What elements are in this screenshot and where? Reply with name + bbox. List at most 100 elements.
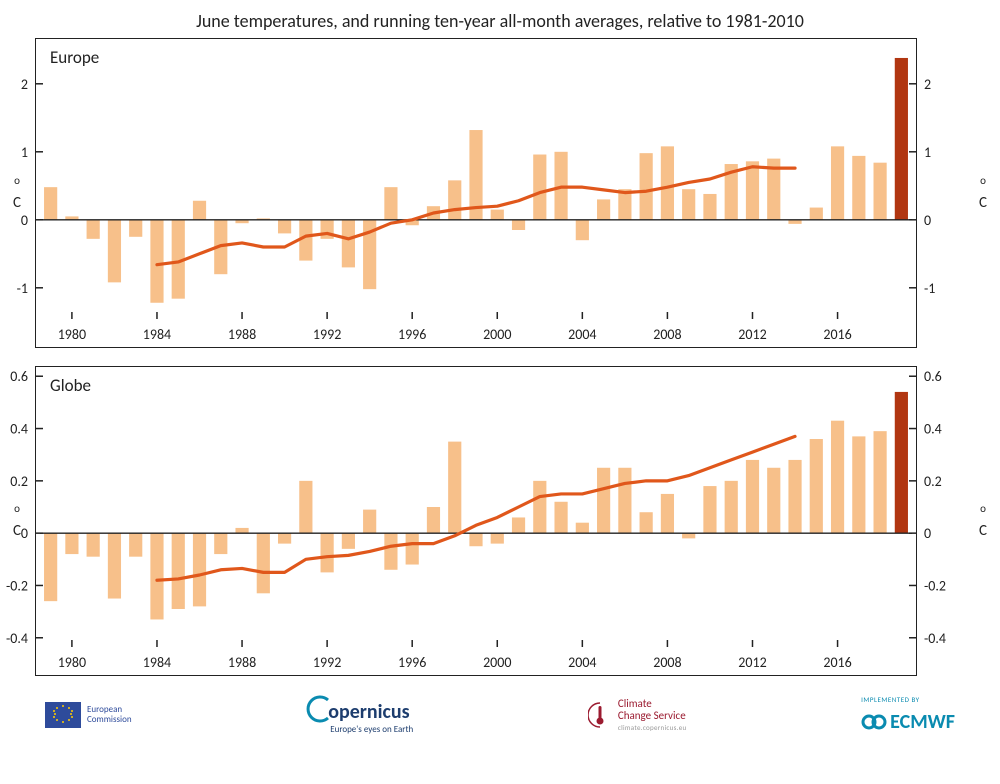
bar [831,421,844,533]
y-tick-label: 0 [924,212,931,229]
x-tick-label: 1984 [143,654,171,671]
bar [299,481,312,533]
y-tick-label: 0.2 [10,473,28,490]
y-tick-label: -0.4 [6,630,28,647]
bar [129,220,142,237]
y-tick-label: 0.6 [10,368,28,385]
bar [384,187,397,220]
bar [874,431,887,533]
bar [44,187,57,220]
bar [597,468,610,533]
x-tick-label: 2008 [653,326,681,343]
y-tick-label: -0.4 [924,630,946,647]
logo-copernicus: opernicus Europe's eyes on Earth [306,694,413,735]
y-axis-label-left: oC [13,503,21,539]
x-tick-label: 2012 [738,326,766,343]
x-tick-label: 1996 [398,326,426,343]
chart-europe: -1-1001122198019841988199219962000200420… [35,38,917,348]
y-tick-label: 2 [924,76,931,93]
x-tick-label: 1988 [228,654,256,671]
x-tick-label: 2016 [823,326,851,343]
x-tick-label: 1992 [313,654,341,671]
bar [363,510,376,534]
bar [810,208,823,220]
bar [895,392,908,533]
x-tick-label: 2008 [653,654,681,671]
y-tick-label: 0 [21,212,28,229]
eu-flag-icon [45,702,81,728]
bar [682,189,695,220]
x-tick-label: 1980 [58,654,86,671]
bar [427,507,440,533]
y-tick-label: 0.6 [924,368,942,385]
bar [491,533,504,543]
bar [512,517,525,533]
bar [214,533,227,554]
ccs-top: Climate [618,698,687,710]
y-axis-label-right: oC [979,175,987,211]
bar [87,220,100,239]
x-tick-label: 1988 [228,326,256,343]
bar [746,460,759,533]
ccs-bottom: Change Service [618,710,687,722]
x-tick-label: 2004 [568,326,596,343]
bar [44,533,57,601]
bar [469,533,482,546]
bar [831,146,844,219]
thermometer-icon [588,700,612,730]
y-tick-label: -1 [924,280,935,297]
bar [554,502,567,533]
bar [788,460,801,533]
bar [65,533,78,554]
y-tick-label: 0.4 [924,421,942,438]
ec-text-bottom: Commission [87,715,132,725]
bar [640,153,653,220]
bar [852,156,865,220]
chart-globe: -0.4-0.4-0.2-0.2000.20.20.40.40.60.61980… [35,366,917,676]
bar [108,533,121,598]
x-tick-label: 2016 [823,654,851,671]
bar [172,533,185,609]
panel-europe: oC oC -1-1001122198019841988199219962000… [35,38,965,348]
bar [640,512,653,533]
x-tick-label: 2000 [483,654,511,671]
bar [703,486,716,533]
x-tick-label: 1992 [313,326,341,343]
bar [108,220,121,283]
copernicus-tagline: Europe's eyes on Earth [330,724,413,735]
bar [597,199,610,219]
bar [87,533,100,557]
logo-climate-change-service: Climate Change Service climate.copernicu… [588,698,687,732]
x-tick-label: 1980 [58,326,86,343]
panel-label: Globe [50,375,91,396]
footer-logos: European Commission opernicus Europe's e… [35,694,965,735]
y-tick-label: 0.4 [10,421,28,438]
logo-european-commission: European Commission [45,702,132,728]
bar [278,533,291,543]
bar [533,155,546,220]
bar [661,146,674,219]
y-axis-label-right: oC [979,503,987,539]
y-tick-label: 0.2 [924,473,942,490]
panel-label: Europe [50,47,99,68]
panel-globe: oC oC -0.4-0.4-0.2-0.2000.20.20.40.40.60… [35,366,965,676]
bar [682,533,695,538]
bar [150,220,163,303]
bar [703,194,716,220]
y-tick-label: 1 [21,144,28,161]
bar [512,220,525,230]
x-tick-label: 1996 [398,654,426,671]
bar [746,161,759,219]
y-tick-label: -0.2 [924,577,946,594]
bar [491,210,504,220]
y-tick-label: 0 [21,525,28,542]
x-tick-label: 1984 [143,326,171,343]
bar [448,180,461,219]
logo-ecmwf: IMPLEMENTED BY ECMWF [861,695,955,734]
chart-title: June temperatures, and running ten-year … [20,10,980,32]
bar [725,481,738,533]
bar [895,58,908,220]
bar [576,220,589,240]
bar [406,533,419,564]
bar [618,468,631,533]
